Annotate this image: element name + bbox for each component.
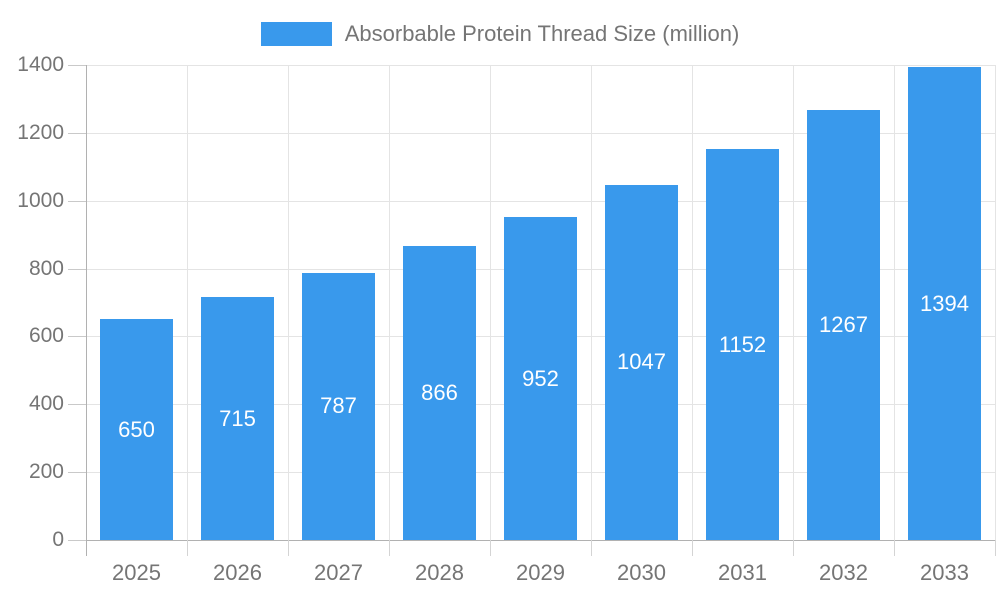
chart-legend[interactable]: Absorbable Protein Thread Size (million) — [0, 21, 1000, 47]
bar-2029[interactable] — [504, 217, 577, 540]
y-axis-tick — [68, 336, 86, 338]
x-axis-line — [86, 540, 995, 541]
bar-value-label: 1394 — [920, 291, 969, 316]
x-axis-tick — [995, 540, 996, 556]
bar-2033[interactable] — [908, 67, 981, 540]
bar-2032[interactable] — [807, 110, 880, 540]
y-axis-tick — [68, 268, 86, 270]
gridline-vertical — [288, 65, 289, 540]
bar-value-label: 650 — [118, 417, 155, 442]
x-axis-category-label: 2025 — [112, 560, 161, 585]
y-axis-tick-label: 400 — [28, 392, 64, 416]
y-axis-tick-label: 0 — [52, 528, 64, 551]
legend-label: Absorbable Protein Thread Size (million) — [344, 21, 740, 46]
gridline-vertical — [591, 65, 592, 540]
y-axis-tick — [68, 404, 86, 406]
bar-value-label: 866 — [421, 380, 458, 405]
bar-value-label: 952 — [522, 366, 559, 391]
y-axis-tick-label: 600 — [28, 324, 64, 348]
x-axis-tick — [288, 540, 289, 556]
legend-swatch-icon — [260, 22, 332, 46]
y-axis-tick-label: 800 — [28, 256, 64, 280]
x-axis-tick — [894, 540, 895, 556]
bar-2026[interactable] — [201, 297, 274, 540]
x-axis-category-label: 2026 — [213, 560, 262, 585]
x-axis-category-label: 2033 — [920, 560, 969, 585]
x-axis-category-label: 2027 — [314, 560, 363, 585]
y-axis-tick — [68, 65, 86, 66]
x-axis-category-label: 2030 — [617, 560, 666, 585]
bar-value-label: 1152 — [718, 332, 767, 357]
gridline-vertical — [389, 65, 390, 540]
x-axis-tick — [692, 540, 693, 556]
y-axis-line — [86, 65, 87, 540]
x-axis-tick — [591, 540, 592, 556]
bar-2027[interactable] — [302, 272, 375, 540]
bar-2031[interactable] — [706, 149, 779, 540]
x-axis-tick — [793, 540, 794, 556]
y-axis-tick — [68, 200, 86, 202]
gridline-vertical — [894, 65, 895, 540]
x-axis-tick — [389, 540, 390, 556]
y-axis-tick-label: 1000 — [17, 188, 64, 212]
y-axis-tick-label: 1200 — [17, 120, 64, 144]
gridline-horizontal — [86, 132, 995, 134]
gridline-horizontal — [86, 65, 995, 66]
bar-2030[interactable] — [605, 184, 678, 540]
bar-value-label: 787 — [320, 393, 357, 418]
gridline-vertical — [187, 65, 188, 540]
y-axis-tick — [68, 540, 86, 541]
x-axis-category-label: 2032 — [819, 560, 868, 585]
y-axis-tick — [68, 472, 86, 474]
x-axis-category-label: 2029 — [516, 560, 565, 585]
x-axis-tick — [187, 540, 188, 556]
gridline-vertical — [490, 65, 491, 540]
x-axis-tick — [86, 540, 87, 556]
bar-2025[interactable] — [100, 319, 173, 540]
bar-value-label: 1267 — [819, 312, 868, 337]
x-axis-category-label: 2031 — [718, 560, 767, 585]
x-axis-category-label: 2028 — [415, 560, 464, 585]
y-axis-tick — [68, 132, 86, 134]
gridline-horizontal — [86, 200, 995, 202]
gridline-vertical — [692, 65, 693, 540]
gridline-vertical — [995, 65, 996, 540]
bar-value-label: 715 — [219, 406, 256, 431]
bar-value-label: 1047 — [617, 349, 666, 374]
x-axis-tick — [490, 540, 491, 556]
bar-2028[interactable] — [403, 246, 476, 540]
gridline-vertical — [793, 65, 794, 540]
y-axis-tick-label: 200 — [28, 460, 64, 484]
y-axis-tick-label: 1400 — [17, 53, 64, 76]
